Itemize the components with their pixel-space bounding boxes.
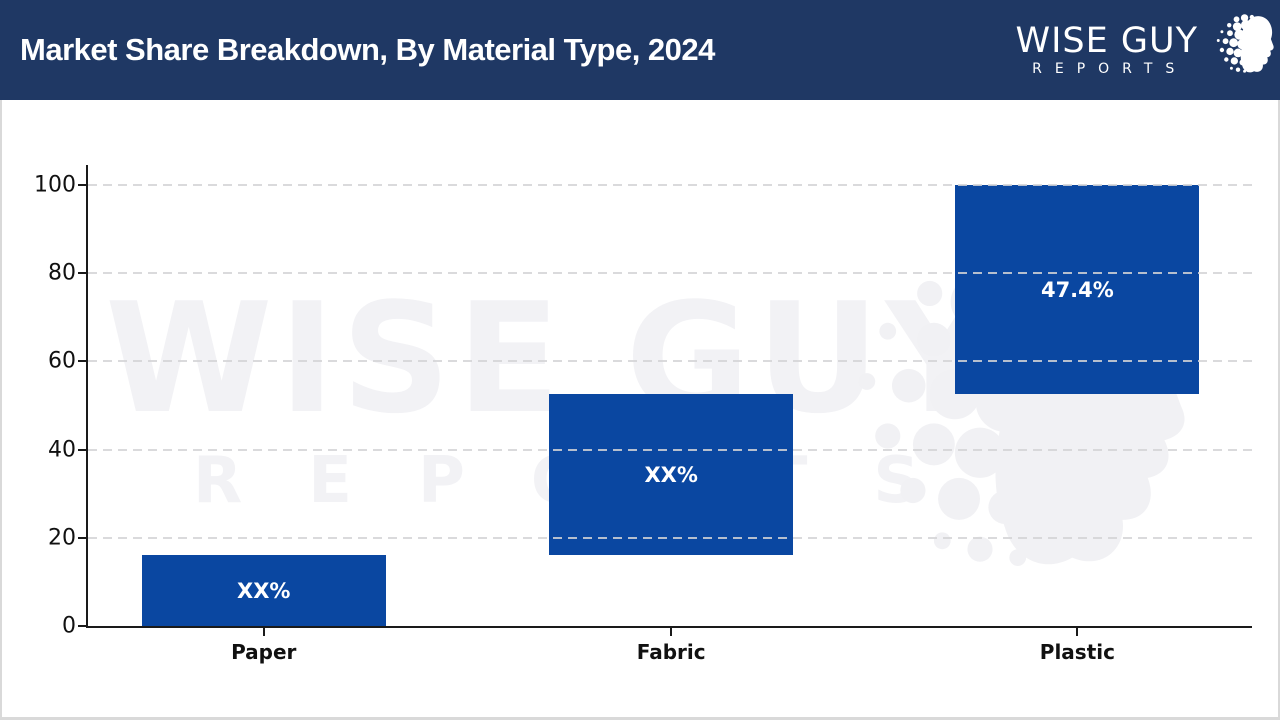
logo-wordmark: WISE GUY [1015, 21, 1198, 61]
y-tick-20 [78, 536, 86, 539]
x-tick-label-fabric: Fabric [636, 640, 706, 664]
y-tick-0 [78, 625, 86, 627]
page-border-right [1278, 100, 1280, 720]
page-border-bottom [0, 717, 1280, 720]
x-tick-paper [262, 628, 265, 636]
logo-head-icon [1216, 14, 1274, 73]
y-tick-40 [78, 448, 86, 451]
wiseguy-logo: WISE GUY REPORTS [1015, 0, 1276, 100]
x-tick-label-plastic: Plastic [1039, 640, 1115, 664]
y-tick-label-100: 100 [34, 172, 76, 198]
bar-plastic: 47.4% [955, 185, 1200, 395]
bar-value-label-paper: XX% [237, 578, 291, 603]
gridline-100 [88, 184, 1252, 186]
y-axis-line [86, 165, 88, 628]
watermark-head-icon [858, 230, 1185, 566]
page-title: Market Share Breakdown, By Material Type… [20, 32, 715, 67]
logo-subtitle: REPORTS [1032, 61, 1188, 77]
y-tick-label-20: 20 [48, 525, 76, 551]
y-tick-label-80: 80 [48, 260, 76, 286]
chart-header: Market Share Breakdown, By Material Type… [0, 0, 1280, 100]
watermark-wordmark: WISE GUY [105, 270, 1002, 447]
gridline-40 [88, 448, 1252, 451]
bar-fabric: XX% [549, 394, 794, 556]
gridline-60 [88, 360, 1252, 363]
y-tick-label-40: 40 [48, 437, 76, 463]
bar-value-label-fabric: XX% [644, 462, 698, 487]
bar-paper: XX% [141, 555, 386, 626]
y-tick-label-0: 0 [62, 613, 76, 639]
y-tick-100 [78, 184, 86, 186]
logo-text: WISE GUY REPORTS [1015, 21, 1198, 77]
y-tick-80 [78, 272, 86, 275]
x-axis-line [86, 626, 1252, 628]
y-tick-label-60: 60 [48, 348, 76, 374]
x-tick-plastic [1076, 628, 1079, 636]
watermark-text: WISE GUY REPORTS [105, 270, 1002, 518]
x-tick-fabric [670, 628, 673, 636]
page-border-left [0, 100, 2, 720]
gridline-80 [88, 272, 1252, 275]
y-tick-60 [78, 360, 86, 363]
watermark-subtitle: REPORTS [193, 444, 986, 518]
bar-value-label-plastic: 47.4% [1040, 277, 1114, 302]
gridline-20 [88, 536, 1252, 539]
x-tick-label-paper: Paper [231, 640, 297, 664]
